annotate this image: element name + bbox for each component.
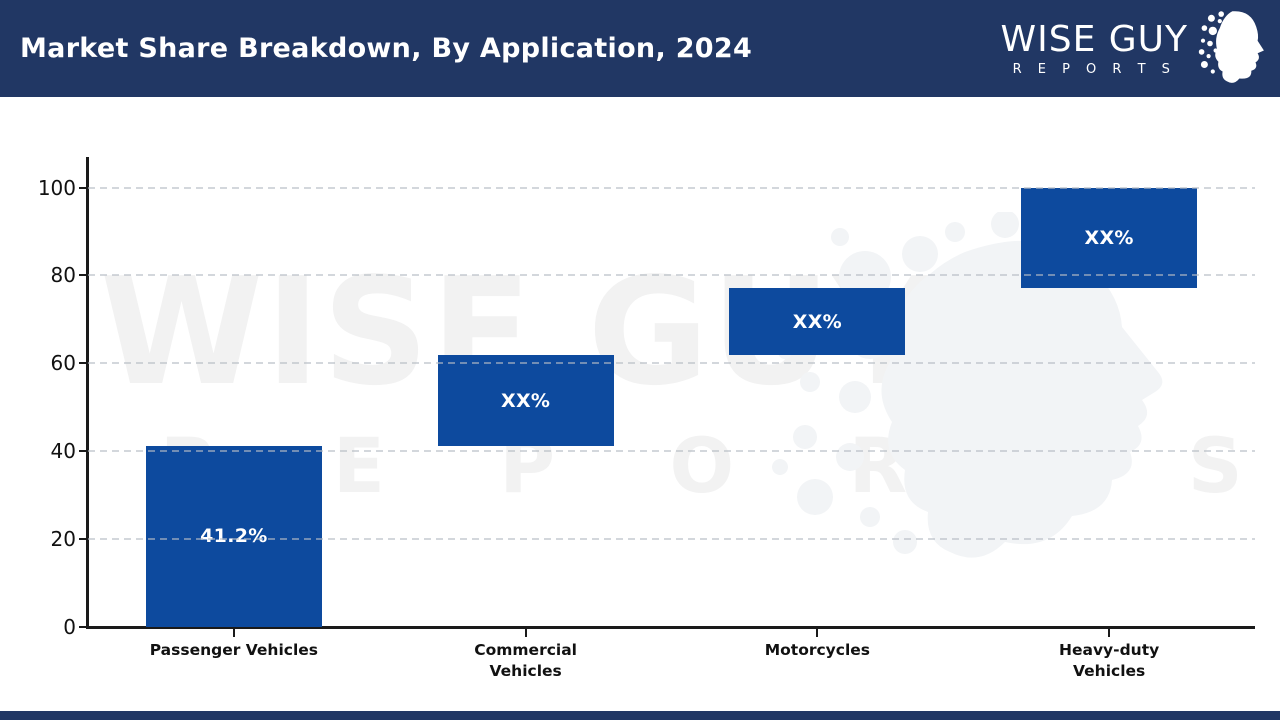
- y-tick-label: 20: [50, 527, 76, 552]
- waterfall-bar-4: XX%: [1021, 187, 1198, 288]
- x-tick-mark: [232, 629, 235, 637]
- gridline: [88, 274, 1255, 277]
- x-category-label: Motorcycles: [764, 641, 871, 659]
- footer-bar: [0, 711, 1280, 720]
- y-tick-mark: [79, 626, 86, 628]
- header-bar: Market Share Breakdown, By Application, …: [0, 0, 1280, 97]
- y-tick-label: 40: [50, 439, 76, 464]
- gridline: [88, 186, 1255, 189]
- x-category-label: Passenger Vehicles: [149, 641, 319, 659]
- y-tick-mark: [79, 274, 86, 277]
- bar-value-label: XX%: [792, 310, 842, 333]
- logo-subtitle: R E P O R T S: [1012, 61, 1176, 77]
- x-tick-mark: [816, 629, 819, 637]
- x-axis-line: [86, 626, 1255, 629]
- gridline: [88, 362, 1255, 365]
- x-tick-mark: [524, 629, 527, 637]
- y-tick-mark: [79, 186, 86, 189]
- gridline: [88, 450, 1255, 453]
- wise-guy-reports-logo: WISE GUY R E P O R T S: [1001, 7, 1267, 91]
- bar-value-label: XX%: [501, 389, 551, 412]
- gridline: [88, 538, 1255, 541]
- y-tick-label: 80: [50, 263, 76, 288]
- logo-text: WISE GUY R E P O R T S: [1000, 18, 1189, 77]
- x-category-label: Commercial Vehicles: [474, 641, 577, 680]
- y-tick-label: 0: [63, 615, 76, 639]
- logo-wordmark: WISE GUY: [1000, 18, 1188, 60]
- y-axis-line: [86, 157, 89, 629]
- dotted-head-profile-icon: [1196, 7, 1266, 91]
- y-tick-mark: [79, 538, 86, 541]
- waterfall-bar-1: 41.2%: [145, 445, 322, 627]
- waterfall-bar-2: XX%: [437, 355, 614, 446]
- x-tick-mark: [1108, 629, 1111, 637]
- page-title: Market Share Breakdown, By Application, …: [20, 33, 753, 64]
- x-category-label: Heavy-duty Vehicles: [1059, 641, 1160, 680]
- y-tick-label: 60: [50, 351, 76, 376]
- waterfall-bar-3: XX%: [729, 287, 906, 356]
- bar-value-label: XX%: [1084, 226, 1134, 249]
- y-tick-mark: [79, 362, 86, 365]
- y-tick-label: 100: [37, 175, 76, 200]
- y-tick-mark: [79, 450, 86, 453]
- bar-value-label: 41.2%: [200, 525, 268, 548]
